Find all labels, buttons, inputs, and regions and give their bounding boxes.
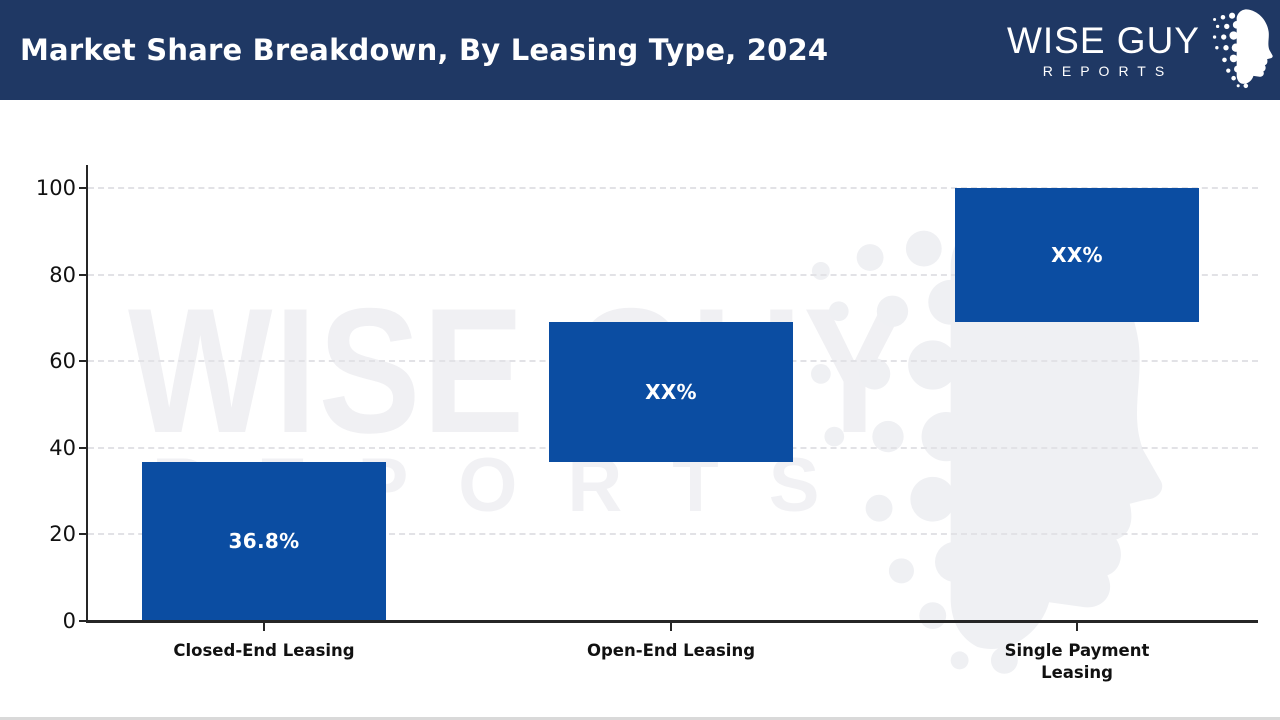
chart-plot: 36.8% XX% XX% 0 20 40 60 80 100 Closed-End Leasin… [0,100,1280,720]
y-tick-0 [79,620,88,622]
bar-open-end-leasing: XX% [549,322,793,462]
gridline-y-80 [88,273,1258,276]
y-tick-label-80: 80 [49,262,76,287]
brand-wordmark: WISE GUY REPORTS [1007,22,1200,79]
brand-name-text: WISE GUY [1006,19,1200,61]
x-category-label: Closed-End Leasing [173,641,355,660]
y-axis-line [86,165,88,623]
y-tick-label-20: 20 [49,522,76,547]
chart-title: Market Share Breakdown, By Leasing Type,… [20,33,829,67]
bar-value-label: XX% [1051,243,1103,268]
bar-single-payment-leasing: XX% [955,188,1199,323]
logo-face-icon [1194,7,1274,93]
x-tick-1 [670,623,672,631]
x-tick-2 [1076,623,1078,631]
brand-logo: WISE GUY REPORTS [1007,7,1280,93]
x-category-label: Open-End Leasing [586,641,756,660]
y-tick-label-60: 60 [49,349,76,374]
y-tick-40 [79,446,88,449]
x-axis-line [86,620,1258,623]
x-category-label: Single Payment Leasing [1004,641,1150,683]
y-tick-80 [79,273,88,276]
brand-reports-text: REPORTS [1042,62,1174,79]
y-tick-label-100: 100 [35,176,76,200]
y-tick-20 [79,533,88,536]
x-tick-0 [263,623,265,631]
y-tick-100 [79,187,88,189]
bar-closed-end-leasing: 36.8% [142,461,386,621]
gridline-y-100 [88,187,1258,189]
y-tick-label-40: 40 [49,435,76,460]
bar-value-label: XX% [645,379,697,404]
y-tick-label-0: 0 [62,609,76,633]
chart-area: WISE GUY REPORTS 36.8% XX% XX% 0 20 40 60 80 100… [0,100,1280,720]
header-bar: Market Share Breakdown, By Leasing Type,… [0,0,1280,100]
bar-value-label: 36.8% [228,529,300,554]
bottom-divider [0,717,1280,720]
y-tick-60 [79,360,88,363]
gridline-y-20 [88,533,1258,536]
